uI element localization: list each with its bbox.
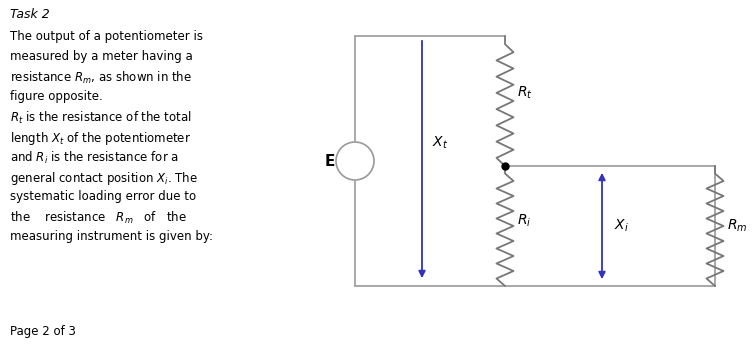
Text: Task 2: Task 2 bbox=[10, 8, 50, 21]
Text: Page 2 of 3: Page 2 of 3 bbox=[10, 325, 76, 338]
Text: figure opposite.: figure opposite. bbox=[10, 90, 103, 103]
Text: E: E bbox=[325, 153, 335, 168]
Text: length $X_t$ of the potentiometer: length $X_t$ of the potentiometer bbox=[10, 130, 191, 147]
Text: $R_t$ is the resistance of the total: $R_t$ is the resistance of the total bbox=[10, 110, 192, 126]
Text: general contact position $X_i$. The: general contact position $X_i$. The bbox=[10, 170, 198, 187]
Text: measured by a meter having a: measured by a meter having a bbox=[10, 50, 193, 63]
Text: the    resistance   $R_m$   of   the: the resistance $R_m$ of the bbox=[10, 210, 186, 226]
Text: resistance $R_m$, as shown in the: resistance $R_m$, as shown in the bbox=[10, 70, 192, 86]
Text: measuring instrument is given by:: measuring instrument is given by: bbox=[10, 230, 213, 243]
Text: $R_m$: $R_m$ bbox=[727, 218, 747, 234]
Text: The output of a potentiometer is: The output of a potentiometer is bbox=[10, 30, 203, 43]
Text: and $R_i$ is the resistance for a: and $R_i$ is the resistance for a bbox=[10, 150, 179, 166]
Text: $X_i$: $X_i$ bbox=[614, 218, 629, 234]
Text: systematic loading error due to: systematic loading error due to bbox=[10, 190, 196, 203]
Text: $R_t$: $R_t$ bbox=[517, 85, 532, 101]
Text: $R_i$: $R_i$ bbox=[517, 213, 532, 229]
Text: $X_t$: $X_t$ bbox=[432, 135, 448, 151]
